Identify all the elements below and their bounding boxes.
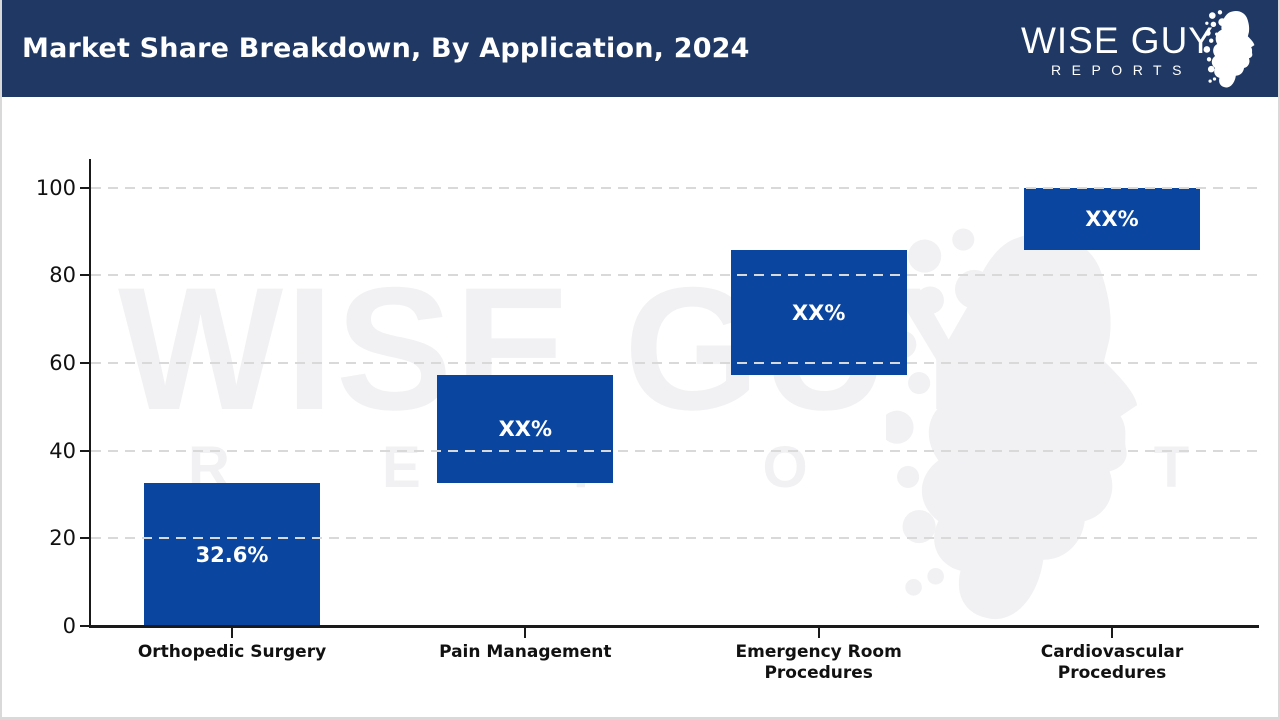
x-tick-mark (1111, 628, 1113, 638)
gridline-40 (91, 449, 1259, 452)
brand-wordmark: WISE GUY REPORTS (1021, 22, 1214, 77)
y-axis-spine (89, 159, 91, 628)
brand-head-icon (1202, 9, 1262, 91)
x-category-label: Orthopedic Surgery (137, 642, 327, 662)
brand-subtitle-text: REPORTS (1051, 62, 1192, 78)
header-bar: Market Share Breakdown, By Application, … (2, 0, 1278, 97)
y-tick-mark (80, 625, 91, 627)
x-axis-spine (89, 625, 1259, 628)
x-category-label: Pain Management (439, 642, 612, 662)
gridline-60 (91, 361, 1259, 364)
x-tick-mark (817, 628, 820, 638)
x-tick-mark (524, 628, 527, 638)
y-tick-mark (80, 537, 91, 540)
x-tick-mark (231, 628, 233, 638)
y-tick-mark (80, 186, 91, 189)
y-tick-label: 40 (49, 438, 76, 463)
waterfall-bar-3 (730, 250, 907, 376)
x-category-label: Cardiovascular Procedures (1040, 642, 1184, 684)
brand-name-text: WISE GUY (1020, 20, 1214, 61)
y-tick-mark (80, 449, 91, 452)
bar-value-label: XX% (1085, 206, 1139, 231)
brand-logo: WISE GUY REPORTS (1021, 9, 1262, 91)
gridline-80 (91, 274, 1259, 277)
y-tick-label: 20 (49, 526, 76, 551)
watermark-head-icon (886, 223, 1162, 637)
gridline-100 (91, 186, 1259, 189)
page-title: Market Share Breakdown, By Application, … (22, 33, 750, 64)
bar-value-label: XX% (791, 300, 846, 325)
gridline-20 (91, 537, 1259, 540)
x-category-label: Emergency Room Procedures (735, 642, 902, 684)
waterfall-bar-4 (1024, 187, 1200, 251)
y-tick-mark (80, 361, 91, 364)
y-tick-label: 0 (62, 614, 76, 638)
waterfall-bar-2 (437, 375, 614, 484)
y-tick-label: 60 (49, 350, 76, 375)
y-tick-mark (80, 274, 91, 277)
waterfall-bar-1 (144, 483, 320, 626)
bar-value-label: XX% (498, 417, 553, 442)
chart-canvas: WISE GUY R E P O R T S 02040608010032.6%… (2, 97, 1278, 717)
bar-value-label: 32.6% (195, 542, 269, 567)
y-tick-label: 100 (35, 175, 76, 200)
y-tick-label: 80 (49, 263, 76, 288)
